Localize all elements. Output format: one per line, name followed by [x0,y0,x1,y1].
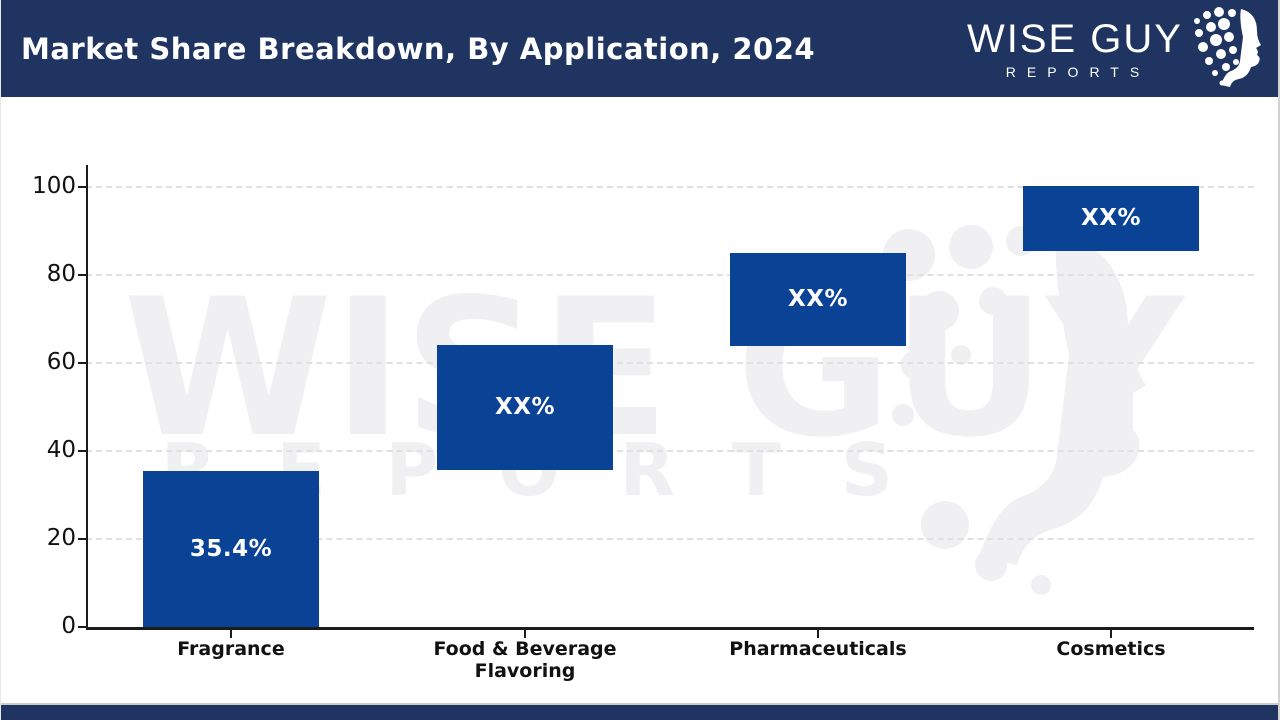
bar-value-label: XX% [787,286,848,313]
y-tick-label-80: 80 [46,261,76,287]
gridline-80 [86,274,1254,276]
x-tick-1 [524,630,526,638]
bar-pharmaceuticals: XX% [730,253,906,346]
y-tick-label-0: 0 [61,613,76,639]
y-tick-label-60: 60 [46,349,76,375]
bar-value-label: XX% [494,394,555,421]
x-category-label: Cosmetics [1056,638,1166,660]
gridline-60 [86,362,1254,364]
logo-wordmark: WISE GUY [966,16,1183,61]
y-tick-40 [78,450,86,452]
y-axis-line [86,165,88,629]
y-tick-80 [78,274,86,276]
watermark-wordmark: WISE GUY [123,258,1184,479]
gridline-100 [86,186,1254,188]
bar-cosmetics: XX% [1023,186,1199,251]
footer-bar [1,705,1278,720]
bottom-divider [1,703,1278,705]
bar-fragrance: 35.4% [143,471,319,627]
y-tick-label-40: 40 [46,437,76,463]
y-tick-label-100: 100 [32,173,76,199]
y-tick-20 [78,538,86,540]
y-tick-100 [78,186,86,188]
y-tick-label-20: 20 [46,525,76,551]
bar-value-label: 35.4% [189,536,273,563]
wise-guy-reports-logo: WISE GUY REPORTS [966,6,1263,91]
bar-value-label: XX% [1080,205,1141,232]
y-tick-0 [78,626,86,628]
x-tick-0 [230,630,232,638]
page-title: Market Share Breakdown, By Application, … [21,31,816,66]
header-bar: Market Share Breakdown, By Application, … [1,0,1278,97]
gridline-40 [86,450,1254,452]
x-category-label: Fragrance [177,638,285,660]
x-category-label: Pharmaceuticals [729,638,907,660]
gridline-20 [86,538,1254,540]
x-axis-line [86,627,1254,630]
logo-subtitle: REPORTS [1005,63,1151,80]
x-tick-3 [1110,630,1112,638]
y-tick-60 [78,362,86,364]
x-tick-2 [817,630,819,638]
bar-food-beverage-flavoring: XX% [437,344,613,470]
x-category-label: Food & Beverage Flavoring [433,638,617,682]
dotted-head-logo-icon [1194,6,1261,87]
